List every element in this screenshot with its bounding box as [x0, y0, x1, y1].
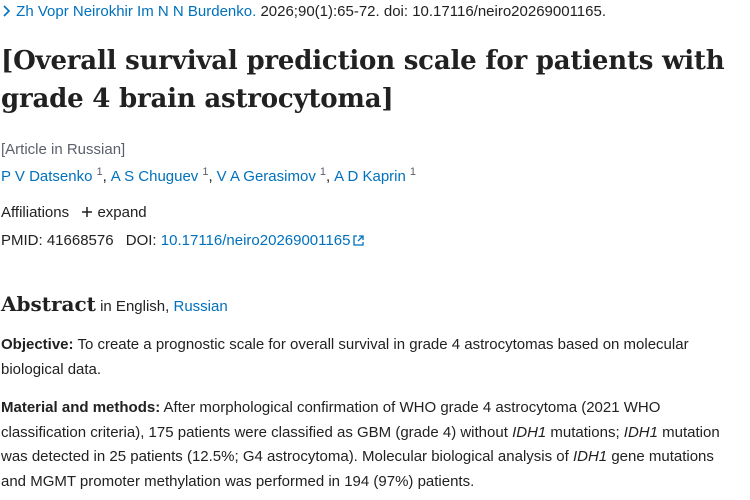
author-link[interactable]: P V Datsenko [1, 168, 93, 185]
gene-name: IDH1 [512, 423, 547, 441]
doi-label: DOI: [125, 232, 157, 249]
affiliation-number[interactable]: 1 [319, 166, 326, 178]
abstract-heading: Abstract [1, 292, 96, 316]
affiliations: Affiliations expand [1, 204, 147, 221]
author: V A Gerasimov 1 [216, 166, 335, 185]
language-note: [Article in Russian] [1, 141, 126, 158]
author: P V Datsenko 1 [1, 166, 111, 185]
author-list: P V Datsenko1A S Chuguev1V A Gerasimov1A… [1, 166, 416, 185]
abstract-paragraph: Material and methods: After morphologica… [1, 396, 743, 494]
journal-line: Zh Vopr Neirokhir Im N N Burdenko. 2026;… [2, 3, 606, 20]
abstract-body: Objective: To create a prognostic scale … [1, 333, 743, 500]
text-segment: To create a prognostic scale for overall… [1, 336, 689, 378]
author-link[interactable]: A D Kaprin [334, 168, 406, 185]
gene-name: IDH1 [572, 448, 608, 465]
section-label: Objective: [1, 336, 74, 353]
identifiers: PMID: 41668576 DOI: 10.17116/neiro202690… [1, 232, 365, 249]
pmid-label: PMID: [1, 232, 43, 249]
abstract-header: Abstract in English, Russian [1, 292, 228, 316]
doi-link[interactable]: 10.17116/neiro20269001165 [161, 232, 366, 249]
language-link[interactable]: Russian [173, 298, 228, 315]
author-link[interactable]: V A Gerasimov [216, 168, 316, 185]
expand-toggle[interactable]: expand [81, 204, 147, 221]
expand-text: expand [97, 204, 147, 221]
article-title: [Overall survival prediction scale for p… [1, 46, 725, 114]
pmid: 41668576 [46, 232, 114, 249]
plus-icon [82, 207, 93, 217]
section-label: Material and methods: [1, 399, 161, 416]
affiliation-number[interactable]: 1 [202, 166, 209, 178]
text-segment: After morphological confirmation of WHO … [1, 399, 661, 441]
external-icon [353, 235, 365, 246]
abstract-paragraph: Objective: To create a prognostic scale … [1, 333, 743, 382]
language-prefix: in English, [100, 298, 170, 315]
affiliation-number[interactable]: 1 [409, 166, 416, 178]
text-segment: mutation was detected in 25 patients (12… [1, 423, 720, 466]
affiliations-label: Affiliations [1, 204, 70, 221]
text-segment: mutations; [546, 423, 624, 441]
author-link[interactable]: A S Chuguev [110, 168, 199, 185]
author: A S Chuguev 1 [110, 166, 217, 185]
text-segment: gene mutations and MGMT promoter methyla… [1, 448, 714, 490]
citation: 2026;90(1):65-72. doi: 10.17116/neiro202… [260, 3, 607, 20]
chevron-icon [3, 5, 11, 17]
affiliation-number[interactable]: 1 [96, 166, 103, 178]
journal-link[interactable]: Zh Vopr Neirokhir Im N N Burdenko. [16, 3, 257, 20]
author: A D Kaprin 1 [334, 166, 416, 185]
doi-text: 10.17116/neiro20269001165 [160, 232, 351, 249]
gene-name: IDH1 [623, 423, 658, 441]
